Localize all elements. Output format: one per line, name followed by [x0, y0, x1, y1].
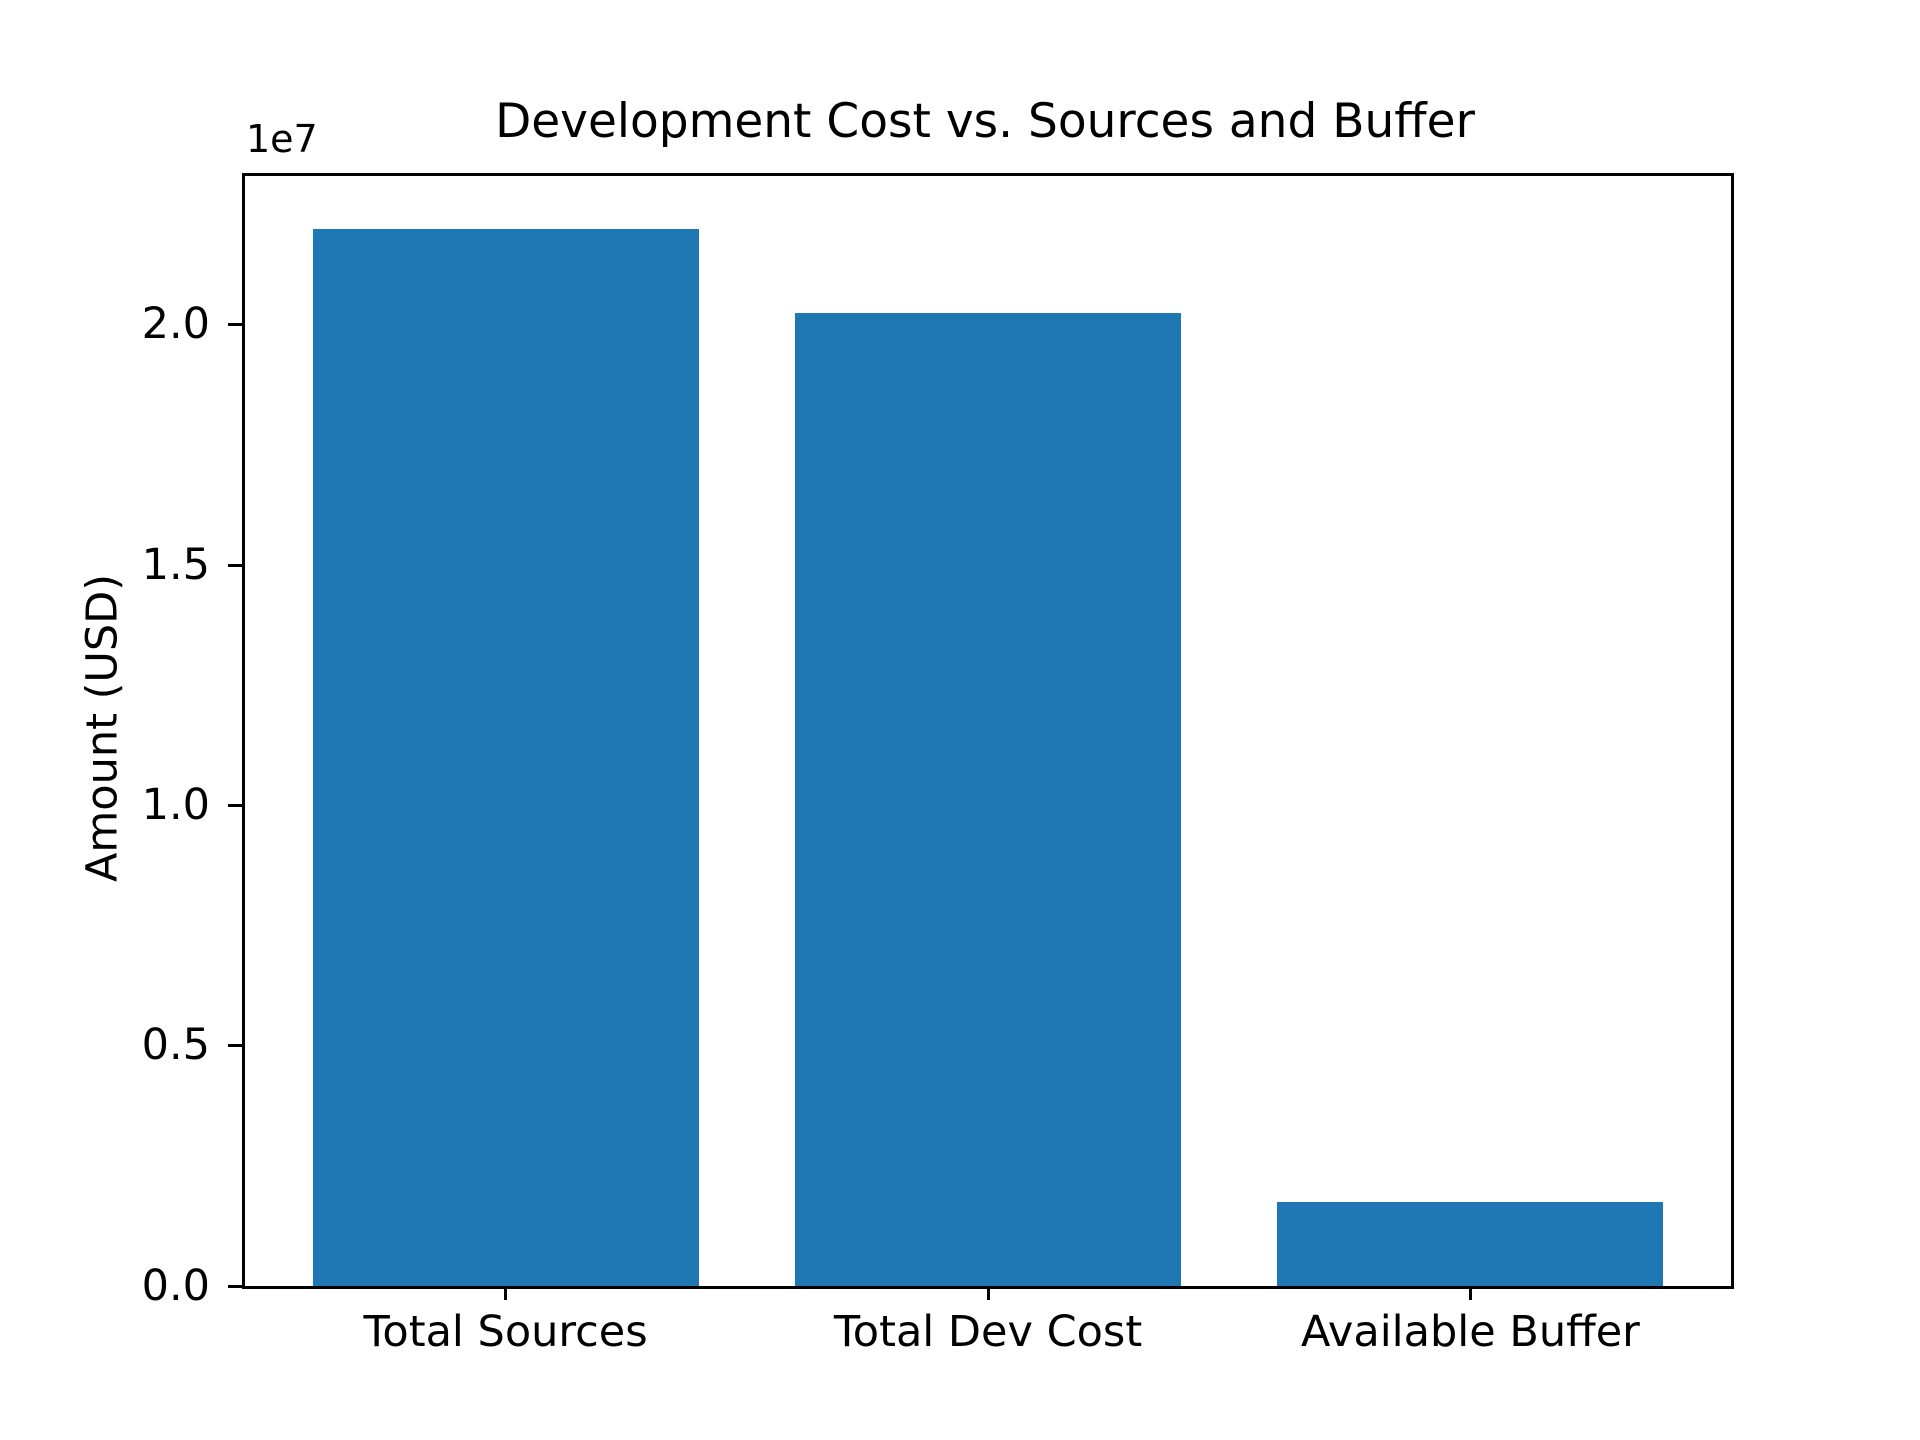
x-tick-mark — [1468, 1286, 1472, 1300]
y-tick-label: 2.0 — [141, 299, 210, 350]
y-tick-mark — [228, 563, 242, 567]
bar-available-buffer — [1277, 1201, 1664, 1286]
y-tick-label: 1.5 — [141, 539, 210, 590]
y-tick-mark — [228, 1284, 242, 1288]
x-tick-mark — [986, 1286, 990, 1300]
x-tick-mark — [504, 1286, 508, 1300]
y-tick-label: 0.5 — [141, 1020, 210, 1071]
x-tick-label-total-dev-cost: Total Dev Cost — [833, 1307, 1143, 1357]
x-tick-label-available-buffer: Available Buffer — [1301, 1307, 1640, 1357]
y-axis-label: Amount (USD) — [77, 573, 128, 883]
y-tick-mark — [228, 1044, 242, 1048]
chart-title: Development Cost vs. Sources and Buffer — [495, 94, 1475, 149]
y-axis-offset-text: 1e7 — [246, 117, 318, 161]
x-tick-label-total-sources: Total Sources — [363, 1307, 648, 1357]
y-tick-label: 1.0 — [141, 779, 210, 830]
plot-area: 0.0 0.5 1.0 1.5 2.0 Total Sources Total Dev Co… — [142, 173, 1734, 1356]
y-tick-label: 0.0 — [141, 1260, 210, 1311]
bar-total-dev-cost — [795, 312, 1181, 1286]
y-tick-mark — [228, 803, 242, 807]
y-tick-mark — [228, 323, 242, 327]
bar-total-sources — [312, 228, 699, 1286]
